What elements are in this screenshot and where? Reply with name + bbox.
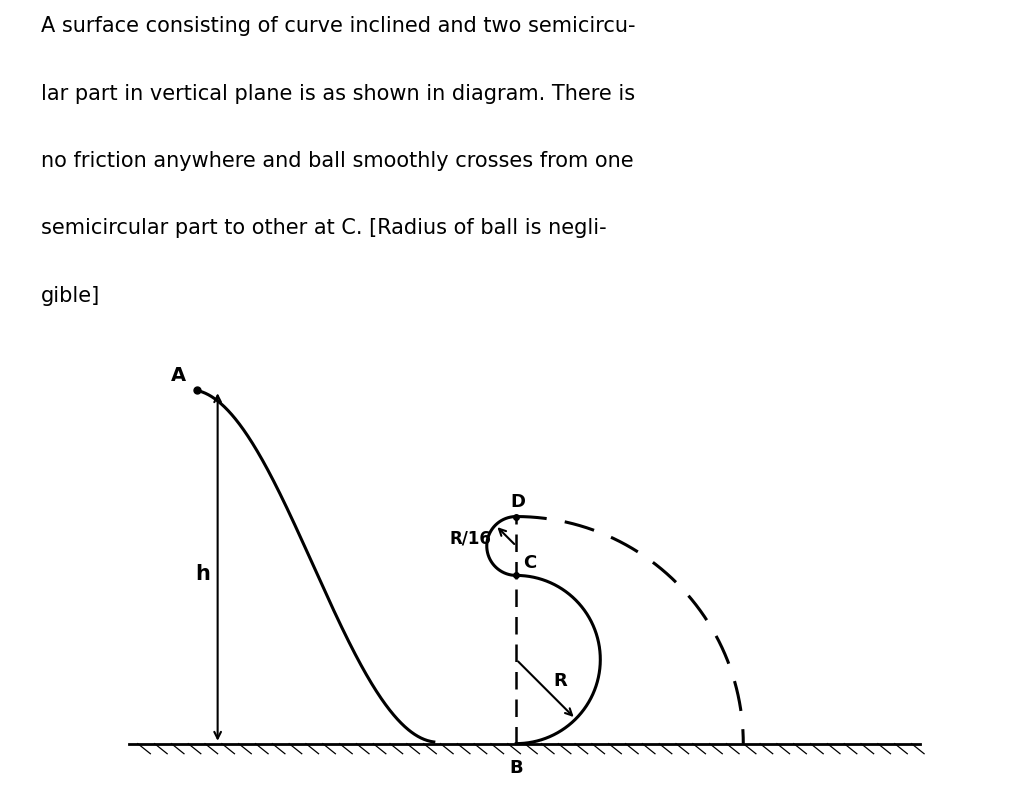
Text: A surface consisting of curve inclined and two semicircu-: A surface consisting of curve inclined a… — [41, 16, 636, 36]
Text: R/16: R/16 — [450, 529, 492, 547]
Text: no friction anywhere and ball smoothly crosses from one: no friction anywhere and ball smoothly c… — [41, 151, 634, 171]
Text: lar part in vertical plane is as shown in diagram. There is: lar part in vertical plane is as shown i… — [41, 84, 635, 103]
Text: h: h — [195, 564, 210, 584]
Text: B: B — [509, 758, 523, 777]
Text: C: C — [523, 554, 537, 572]
Text: semicircular part to other at C. [Radius of ball is negli-: semicircular part to other at C. [Radius… — [41, 218, 606, 239]
Text: gible]: gible] — [41, 285, 100, 305]
Text: R: R — [553, 672, 567, 691]
Text: D: D — [510, 493, 525, 512]
Text: A: A — [171, 367, 186, 385]
